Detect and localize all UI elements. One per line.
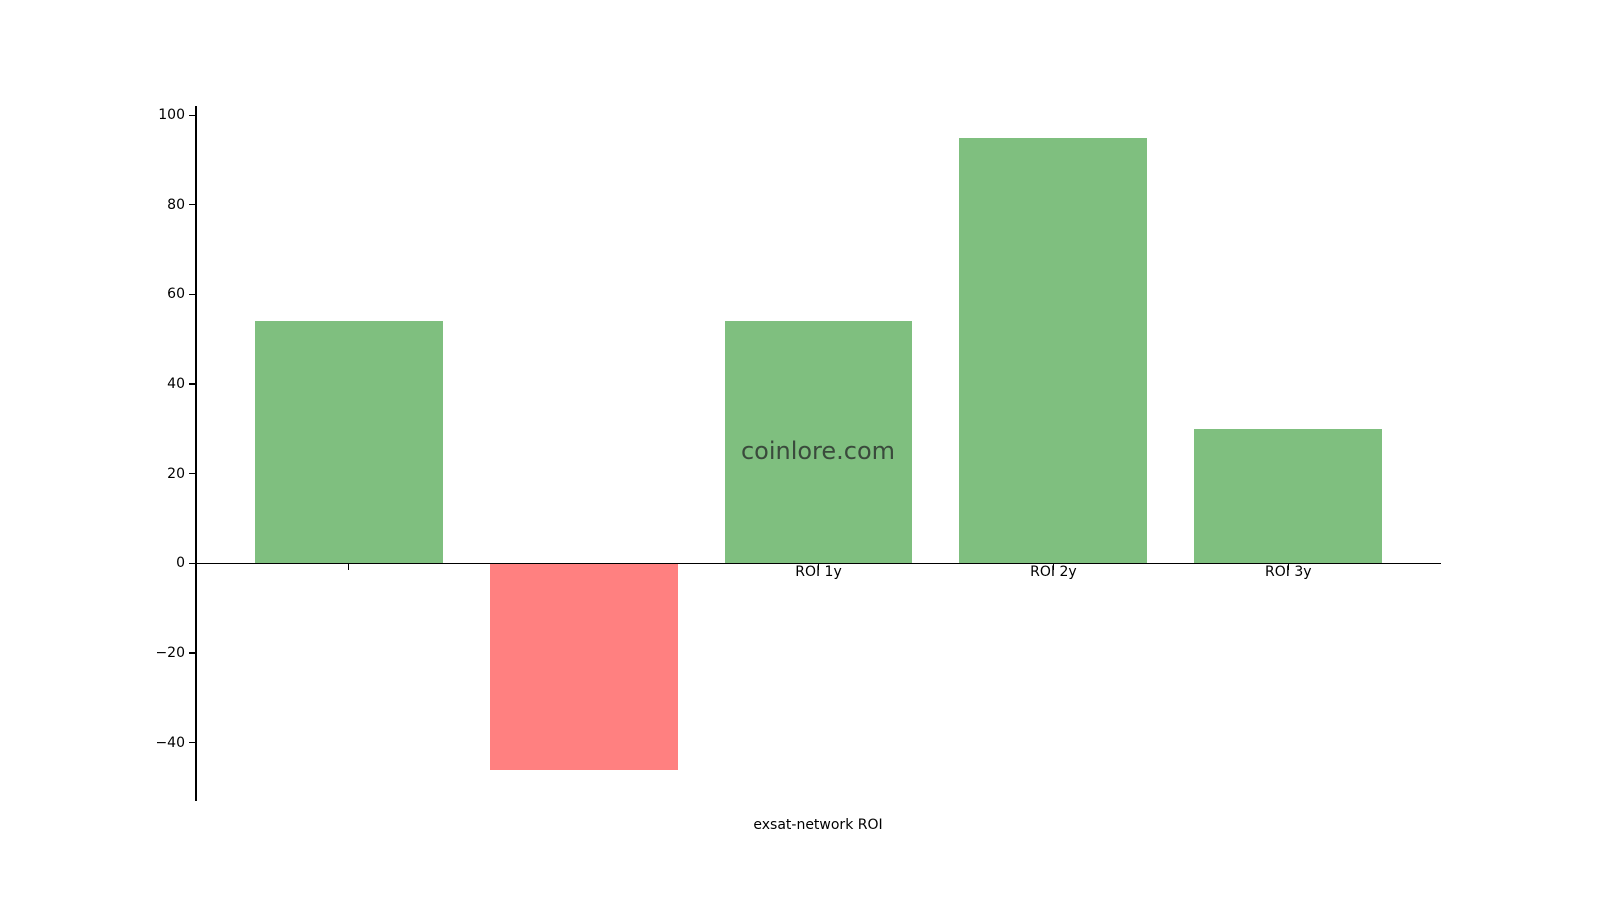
y-tick-label: 40 [167, 376, 185, 393]
y-tick-label: −20 [155, 644, 185, 661]
y-tick-mark [189, 562, 196, 564]
y-tick-label: 0 [176, 555, 185, 572]
bar-roi-2y [959, 137, 1148, 564]
y-tick-mark [189, 383, 196, 385]
y-tick-mark [189, 114, 196, 116]
bar-col-1 [254, 321, 443, 564]
y-tick-mark [189, 293, 196, 296]
bar-roi-1y [724, 321, 913, 564]
x-tick-label: ROI 2y [1030, 564, 1077, 581]
bar-roi-3y [1194, 428, 1383, 564]
y-tick-label: 80 [167, 196, 185, 213]
chart-title: exsat-network ROI [753, 817, 883, 833]
y-tick-label: 20 [167, 465, 185, 482]
x-tick-mark [1287, 563, 1289, 571]
y-tick-label: 100 [158, 107, 185, 124]
y-tick-mark [189, 741, 196, 744]
y-tick-mark [189, 204, 196, 206]
watermark: coinlore.com [740, 437, 896, 465]
y-tick-label: −40 [155, 734, 185, 751]
x-tick-label: ROI 3y [1265, 564, 1312, 581]
y-tick-mark [189, 652, 196, 654]
x-tick-mark [1052, 563, 1055, 571]
y-axis-line [195, 106, 197, 801]
y-tick-label: 60 [167, 286, 185, 303]
y-tick-mark [189, 473, 196, 475]
x-tick-mark [817, 563, 820, 571]
x-axis-line [196, 562, 1441, 564]
x-tick-label: ROI 1y [795, 564, 842, 581]
bar-col-2 [489, 564, 678, 771]
x-tick-mark [348, 563, 350, 571]
